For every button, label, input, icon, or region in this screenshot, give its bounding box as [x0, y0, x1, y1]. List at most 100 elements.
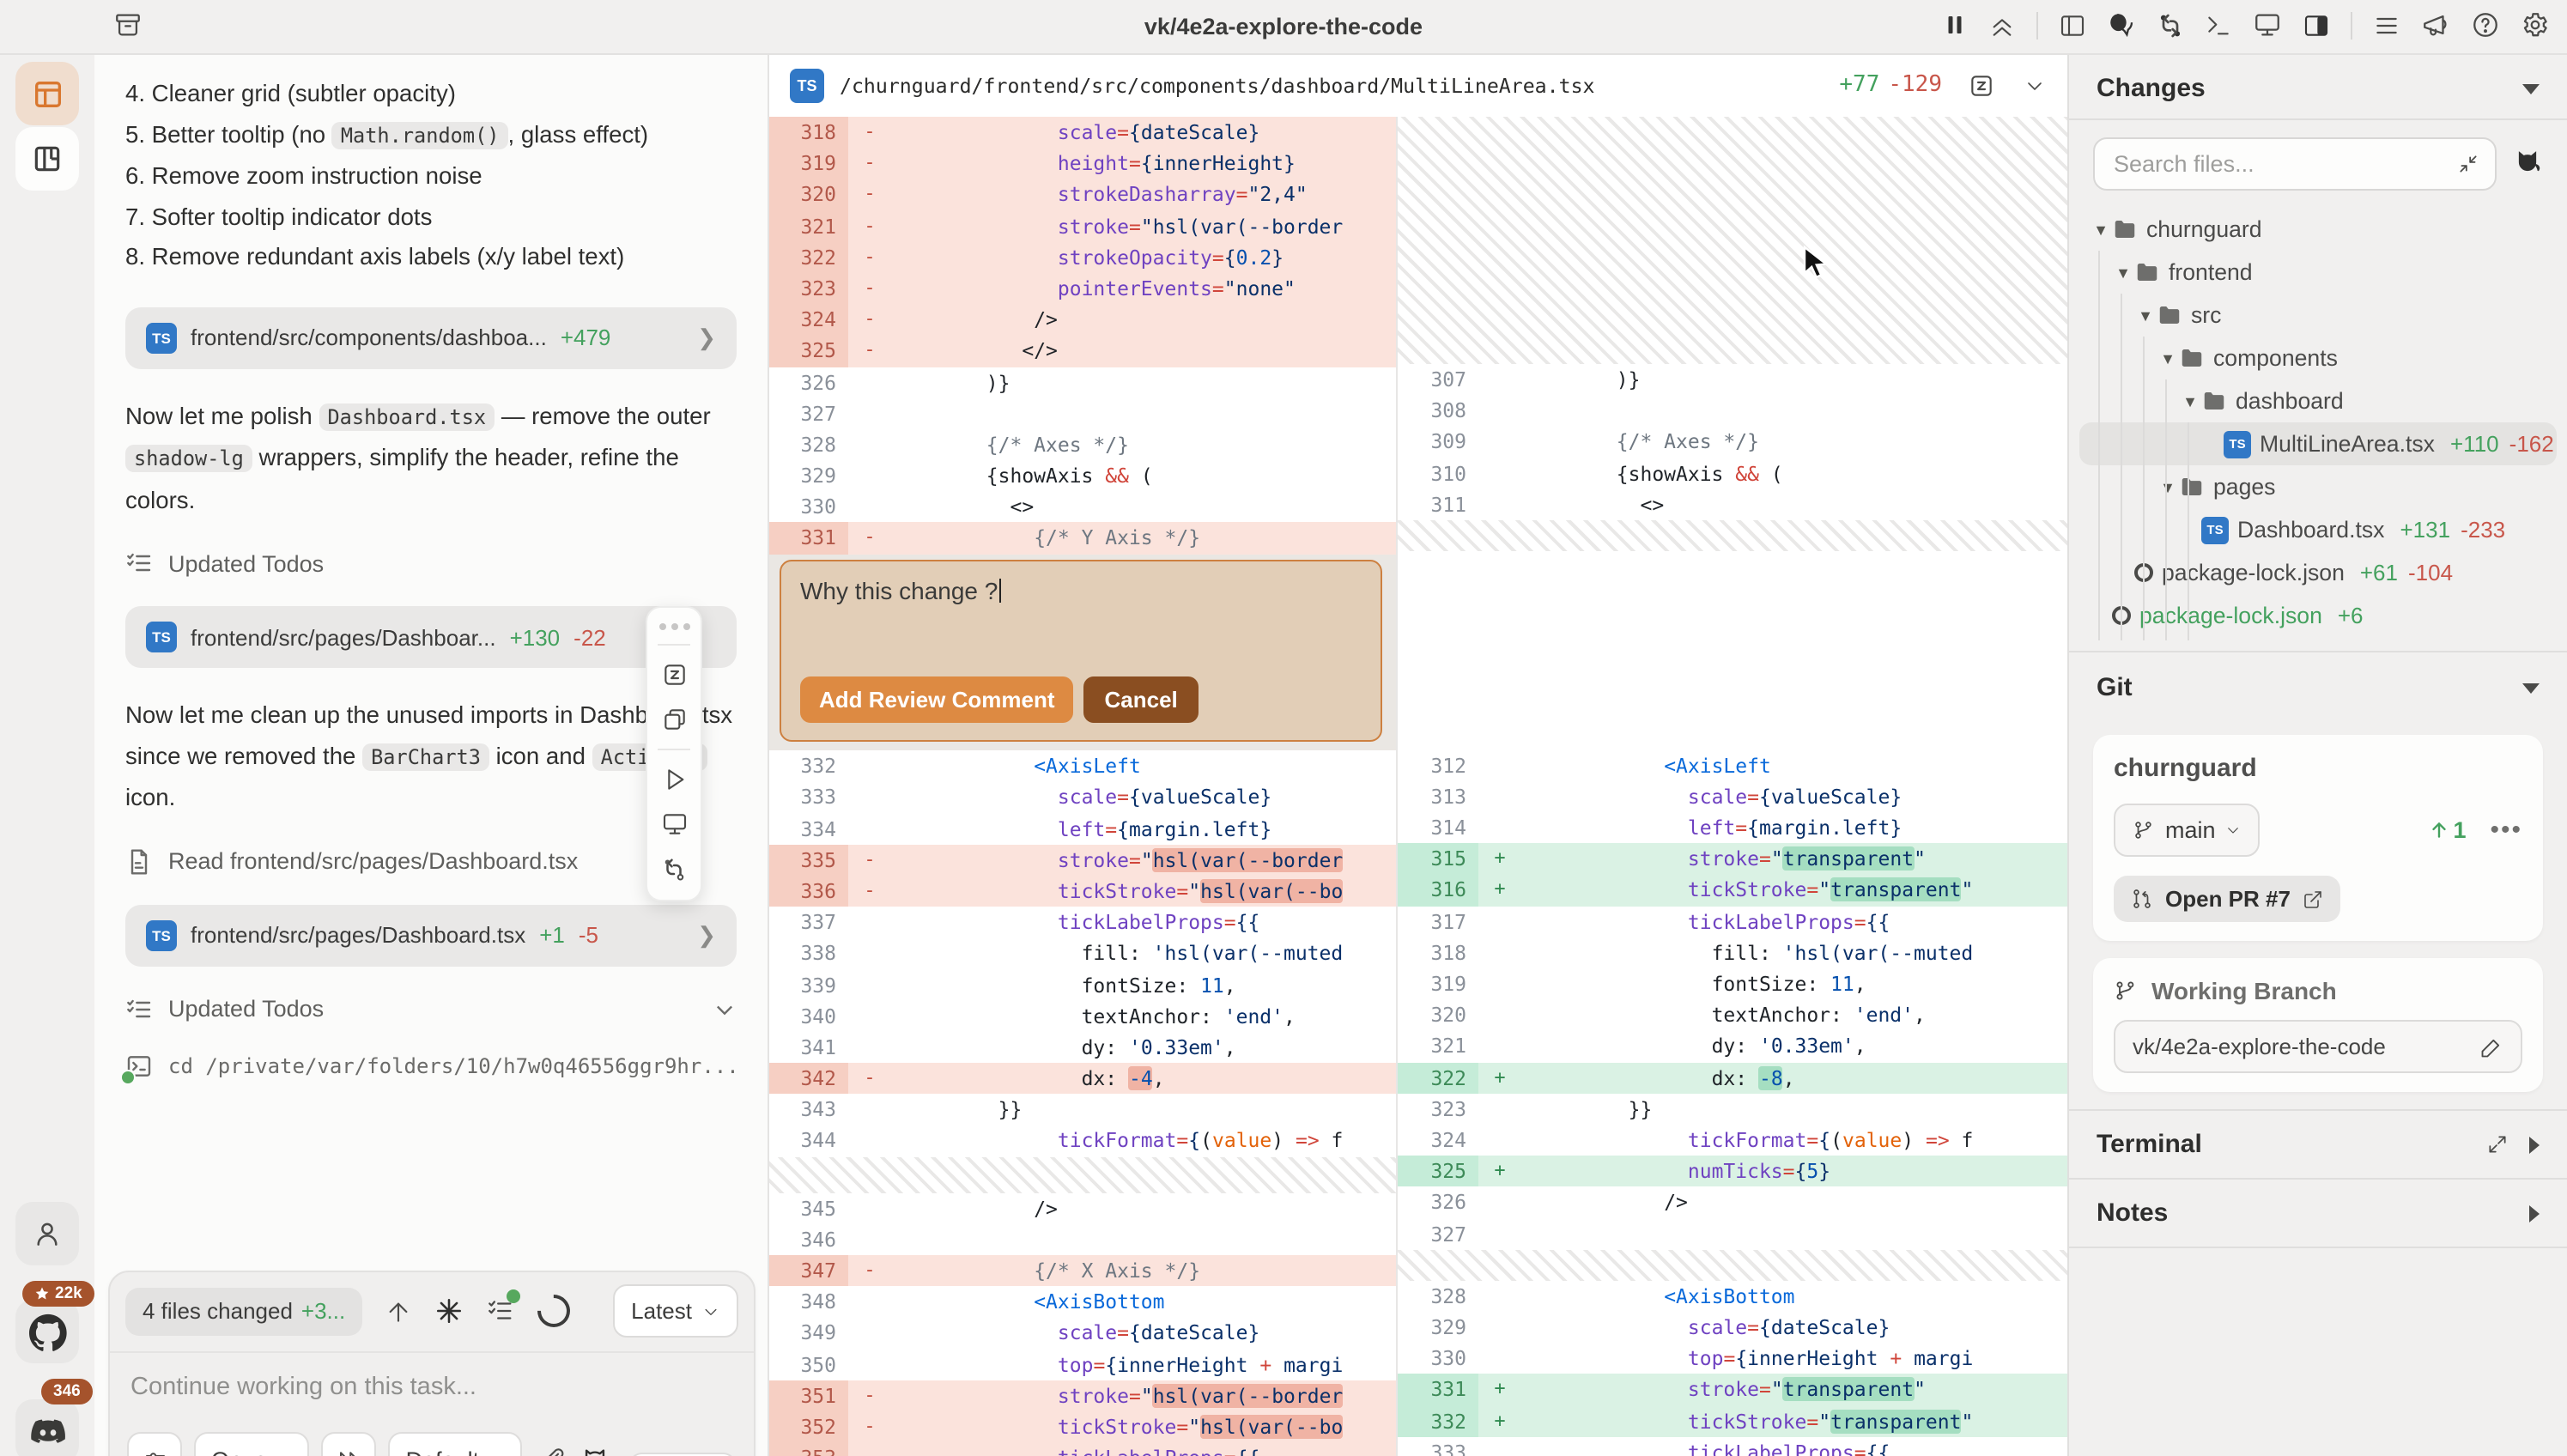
file-diff-chip[interactable]: TS frontend/src/components/dashboa... +479…: [125, 306, 737, 368]
working-branch-field[interactable]: vk/4e2a-explore-the-code: [2114, 1020, 2522, 1073]
diff-line[interactable]: 327: [800, 401, 836, 426]
rail-github-button[interactable]: [15, 1300, 79, 1363]
push-ahead-count[interactable]: 1: [2427, 817, 2466, 843]
diff-mode-icon[interactable]: [1968, 71, 1995, 99]
diff-line[interactable]: 330 top={innerHeight + margi: [1430, 1346, 1974, 1371]
drag-handle[interactable]: [658, 616, 689, 637]
tree-item-package-lock-json[interactable]: package-lock.json +61 -104: [2079, 551, 2557, 594]
file-diff-chip[interactable]: TS frontend/src/pages/Dashboard.tsx +1 -5 ❯: [125, 904, 737, 966]
cancel-button[interactable]: Cancel: [1083, 676, 1199, 723]
git-section-header[interactable]: Git: [2069, 652, 2567, 718]
diff-line[interactable]: 318- scale={dateScale}: [768, 117, 1396, 149]
diff-line[interactable]: 343 }}: [800, 1097, 1023, 1122]
tree-item-src[interactable]: ▼ src: [2138, 302, 2222, 328]
sparkle-icon[interactable]: [434, 1296, 464, 1326]
attach-paperclip-icon[interactable]: [541, 1446, 568, 1456]
branch-dropdown[interactable]: main: [2114, 804, 2261, 857]
gear-icon[interactable]: [2521, 10, 2550, 39]
diff-line[interactable]: 313 scale={valueScale}: [1430, 784, 1902, 809]
settings-sliders-button[interactable]: [127, 1432, 182, 1456]
diff-pane-old[interactable]: 318- scale={dateScale} 319- height={inner…: [768, 117, 1398, 1456]
copy-icon[interactable]: [651, 697, 697, 742]
diff-line[interactable]: 324 tickFormat={(value) => f: [1430, 1127, 1974, 1152]
tree-item-components[interactable]: ▼ components: [2160, 345, 2338, 371]
todo-list-icon[interactable]: [486, 1289, 521, 1326]
diff-line[interactable]: 328 <AxisBottom: [1430, 1283, 1795, 1308]
more-options-icon[interactable]: •••: [2490, 816, 2522, 845]
diff-line[interactable]: 332 <AxisLeft: [800, 754, 1141, 779]
diff-line[interactable]: 322 + dx: -8,: [1398, 1062, 2067, 1094]
diff-line[interactable]: 334 left={margin.left}: [800, 816, 1272, 841]
tree-item-dashboard-tsx[interactable]: TS Dashboard.tsx +131 -233: [2079, 508, 2557, 551]
diff-line[interactable]: 326 />: [1430, 1190, 1688, 1215]
diff-line[interactable]: 351- stroke="hsl(var(--border: [768, 1380, 1396, 1411]
diff-line[interactable]: 338 fill: 'hsl(var(--muted: [800, 941, 1344, 966]
mode-dropdown[interactable]: Default: [388, 1432, 523, 1456]
menu-icon[interactable]: [2373, 11, 2400, 39]
rail-account-button[interactable]: [15, 1202, 79, 1265]
panel-right-icon[interactable]: [2303, 11, 2330, 39]
diff-line[interactable]: 326 )}: [800, 370, 1010, 394]
file-search[interactable]: [2093, 137, 2497, 191]
diff-line[interactable]: 325 + numTicks={5}: [1398, 1156, 2067, 1187]
monitor-icon[interactable]: [2253, 10, 2282, 39]
diff-line[interactable]: 350 top={innerHeight + margi: [800, 1352, 1344, 1377]
diff-line[interactable]: 339 fontSize: 11,: [800, 973, 1236, 998]
diff-line[interactable]: 335- stroke="hsl(var(--border: [768, 844, 1396, 876]
diff-line[interactable]: 312 <AxisLeft: [1430, 753, 1771, 778]
diff-line[interactable]: 320- strokeDasharray="2,4": [768, 179, 1396, 211]
tree-item-churnguard[interactable]: ▼ churnguard: [2093, 216, 2262, 242]
diff-line[interactable]: 337 tickLabelProps={{: [800, 910, 1260, 935]
notes-section-header[interactable]: Notes: [2069, 1180, 2567, 1247]
monitor-icon[interactable]: [651, 802, 697, 846]
diff-line[interactable]: 310 {showAxis && (: [1430, 461, 1783, 486]
tool-call-row[interactable]: Updated Todos: [125, 549, 737, 577]
diff-view-icon[interactable]: [651, 652, 697, 697]
diff-line[interactable]: 319 fontSize: 11,: [1430, 972, 1866, 997]
diff-pane-new[interactable]: 307 )} 308 309 {/* Axes */} 310 {showAxis &…: [1398, 117, 2067, 1456]
diff-line[interactable]: 346: [800, 1227, 836, 1252]
search-input[interactable]: [2110, 149, 2447, 179]
diff-line[interactable]: 348 <AxisBottom: [800, 1289, 1165, 1314]
pause-icon[interactable]: [1942, 12, 1968, 38]
open-pr-button[interactable]: Open PR #7: [2114, 876, 2340, 922]
tree-item-package-lock-json[interactable]: package-lock.json +6: [2079, 594, 2557, 637]
diff-line[interactable]: 349 scale={dateScale}: [800, 1320, 1260, 1345]
collapse-chevron-icon[interactable]: [2024, 75, 2045, 95]
diff-line[interactable]: 341 dy: '0.33em',: [800, 1034, 1236, 1059]
diff-line[interactable]: 342- dx: -4,: [768, 1063, 1396, 1095]
diff-line[interactable]: 318 fill: 'hsl(var(--muted: [1430, 940, 1974, 965]
diff-line[interactable]: 317 tickLabelProps={{: [1430, 909, 1890, 934]
diff-line[interactable]: 311 <>: [1430, 492, 1665, 517]
diff-line[interactable]: 333 tickLabelProps={{: [1430, 1440, 1890, 1456]
diff-line[interactable]: 347- {/* X Axis */}: [768, 1255, 1396, 1287]
fast-forward-button[interactable]: [321, 1432, 377, 1456]
diff-line[interactable]: 316 + tickStroke="transparent": [1398, 874, 2067, 907]
diff-line[interactable]: 320 textAnchor: 'end',: [1430, 1003, 1926, 1028]
megaphone-icon[interactable]: [2421, 10, 2450, 39]
archive-box-icon[interactable]: [113, 10, 143, 39]
rail-discord-button[interactable]: [15, 1399, 79, 1456]
diff-line[interactable]: 336- tickStroke="hsl(var(--bo: [768, 875, 1396, 907]
diff-line[interactable]: 314 left={margin.left}: [1430, 816, 1902, 840]
chat-bubble-icon[interactable]: [2107, 10, 2136, 39]
help-icon[interactable]: [2471, 10, 2500, 39]
diff-line[interactable]: 340 textAnchor: 'end',: [800, 1004, 1296, 1028]
send-button[interactable]: Send: [628, 1453, 737, 1456]
message-input[interactable]: Continue working on this task...: [130, 1374, 476, 1401]
tree-item-multilinearea-tsx[interactable]: TS MultiLineArea.tsx +110 -162: [2079, 422, 2557, 465]
scroll-up-icon[interactable]: [385, 1297, 412, 1325]
diff-line[interactable]: 322- strokeOpacity={0.2}: [768, 241, 1396, 273]
cat-icon[interactable]: [2512, 149, 2543, 179]
diff-line[interactable]: 332 + tickStroke="transparent": [1398, 1405, 2067, 1437]
tool-call-row[interactable]: Updated Todos: [125, 995, 737, 1022]
panel-left-icon[interactable]: [2059, 11, 2086, 39]
diff-line[interactable]: 323- pointerEvents="none": [768, 272, 1396, 305]
tree-item-pages[interactable]: ▼ pages: [2160, 474, 2276, 500]
diff-line[interactable]: 325- </>: [768, 335, 1396, 367]
diff-line[interactable]: 331- {/* Y Axis */}: [768, 522, 1396, 555]
diff-line[interactable]: 309 {/* Axes */}: [1430, 429, 1759, 454]
terminal-icon[interactable]: [2205, 11, 2232, 39]
diff-line[interactable]: 328 {/* Axes */}: [800, 432, 1129, 457]
add-review-comment-button[interactable]: Add Review Comment: [800, 676, 1074, 723]
